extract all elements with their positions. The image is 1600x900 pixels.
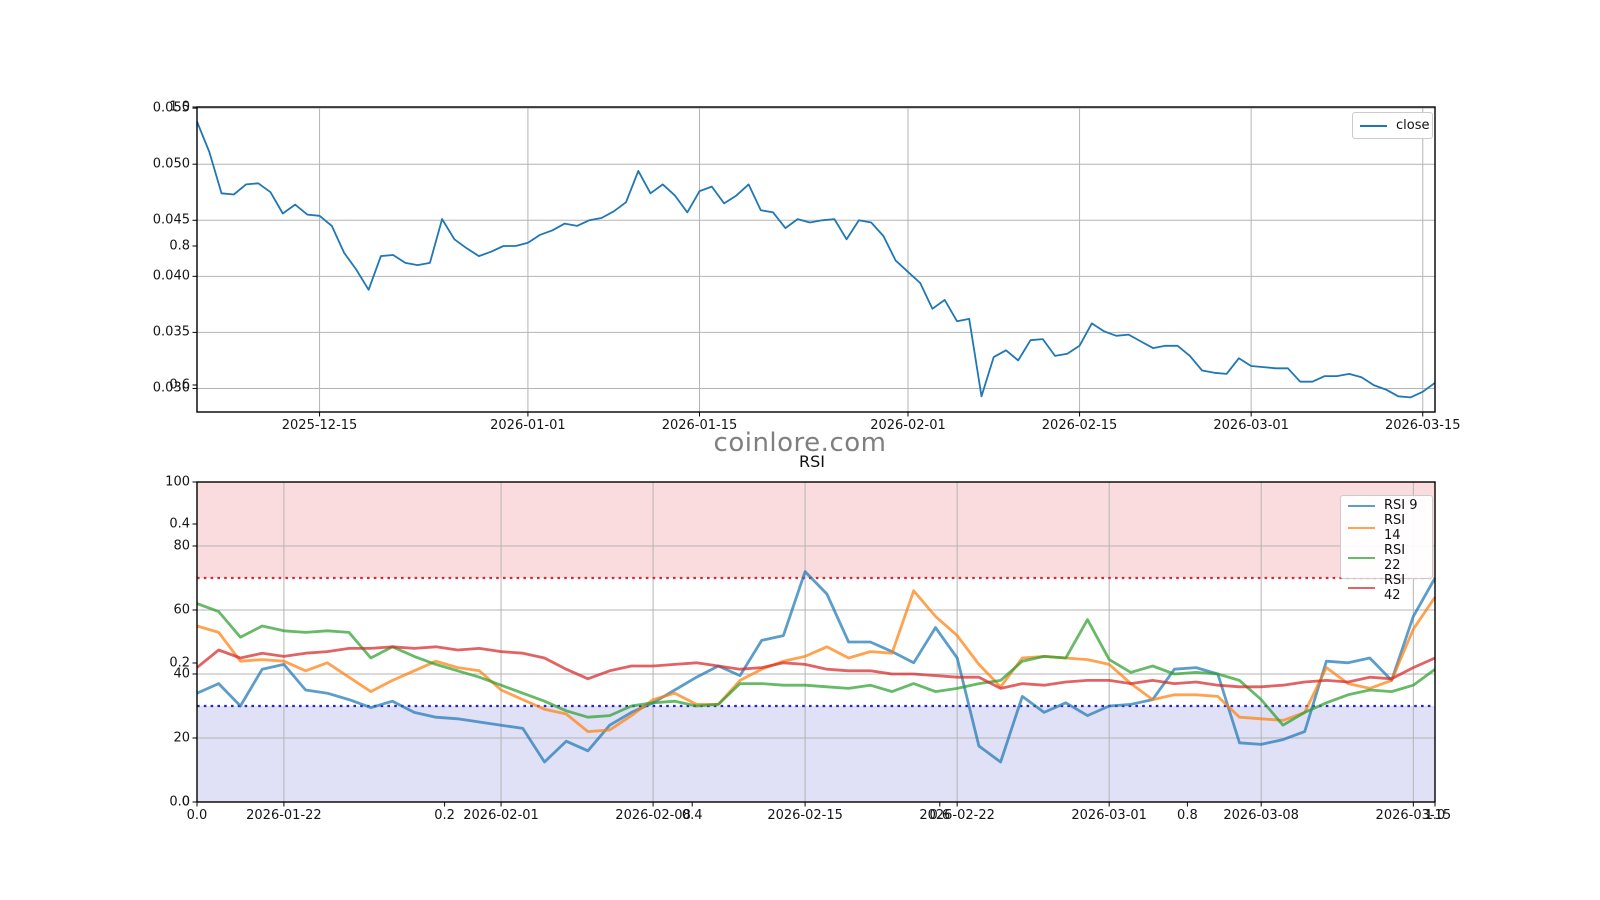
x-tick-label: 2026-03-01 (1071, 808, 1147, 823)
overlay-y-tick-label: 0.0 (169, 794, 190, 810)
series-line-rsi-42 (196, 645, 1436, 690)
legend-line-swatch (1348, 587, 1375, 589)
overlay-x-tick-label: 0.6 (929, 808, 951, 823)
overlay-y-tick-label: 0.8 (169, 238, 190, 254)
legend-entry: close (1360, 118, 1429, 133)
y-tick-label: 0.040 (152, 268, 190, 284)
y-tick-label: 0.050 (152, 156, 190, 172)
overlay-y-tick-label: 0.6 (169, 377, 190, 393)
x-tick-label: 2026-03-01 (1213, 418, 1289, 433)
x-tick-label: 2026-02-01 (463, 808, 539, 823)
overlay-x-tick-label: 0.4 (681, 808, 703, 823)
threshold-band (197, 706, 1435, 802)
y-tick-label: 0.055 (152, 100, 190, 116)
x-tick-label: 2026-02-01 (870, 418, 946, 433)
legend-entry: RSI 42 (1348, 573, 1425, 603)
legend-label: RSI 9 (1384, 498, 1418, 513)
y-tick-label: 80 (173, 538, 190, 554)
legend-label: RSI 42 (1384, 573, 1406, 603)
x-tick-label: 2026-01-22 (246, 808, 322, 823)
legend: RSI 9 RSI 14 RSI 22 RSI 42 (1340, 495, 1433, 603)
y-tick-label: 40 (173, 666, 190, 682)
x-tick-label: 2026-02-15 (767, 808, 843, 823)
axes-spine (196, 481, 1436, 803)
series-line-close (196, 121, 1436, 399)
x-tick-label: 2026-01-15 (661, 418, 738, 433)
y-tick-label: 0.030 (152, 380, 190, 396)
legend: close (1352, 112, 1433, 139)
legend-label: RSI 22 (1384, 543, 1406, 573)
rsi-subplot-title: RSI (799, 452, 825, 471)
legend-label: RSI 14 (1384, 513, 1406, 543)
y-tick-label: 0.035 (152, 324, 190, 340)
x-tick-label: 2026-03-08 (1223, 808, 1299, 823)
overlay-x-tick-label: 0.0 (186, 808, 208, 823)
y-tick-label: 20 (173, 730, 190, 746)
y-tick-label: 100 (165, 474, 190, 490)
y-tick-label: 0 (181, 794, 190, 810)
watermark: coinlore.com (713, 428, 887, 458)
legend-line-swatch (1348, 504, 1375, 507)
overlay-y-tick-label: 1.0 (169, 99, 190, 115)
legend-entry: RSI 14 (1348, 513, 1425, 543)
x-tick-label: 2026-02-22 (919, 808, 995, 823)
x-tick-label: 2026-03-15 (1375, 808, 1452, 823)
y-tick-label: 60 (173, 602, 190, 618)
legend-line-swatch (1360, 124, 1387, 127)
x-tick-label: 2026-02-08 (615, 808, 691, 823)
overlay-x-tick-label: 1.0 (1424, 808, 1446, 823)
threshold-band (197, 482, 1435, 578)
overlay-x-tick-label: 0.8 (1177, 808, 1198, 823)
series-line-rsi-22 (196, 602, 1436, 727)
series-line-rsi-14 (196, 589, 1437, 733)
axes-spine (196, 106, 1436, 413)
x-tick-label: 2026-02-15 (1041, 418, 1118, 433)
overlay-y-tick-label: 0.4 (169, 516, 190, 532)
x-tick-label: 2026-01-01 (490, 418, 566, 433)
legend-entry: RSI 22 (1348, 543, 1425, 573)
legend-label: close (1396, 118, 1430, 133)
legend-entry: RSI 9 (1348, 498, 1425, 513)
overlay-y-tick-label: 0.2 (169, 655, 190, 671)
x-tick-label: 2026-03-15 (1384, 418, 1461, 433)
legend-line-swatch (1348, 527, 1375, 529)
legend-line-swatch (1348, 557, 1375, 559)
x-tick-label: 2025-12-15 (281, 418, 358, 433)
overlay-x-tick-label: 0.2 (434, 808, 455, 823)
y-tick-label: 0.045 (152, 212, 190, 228)
